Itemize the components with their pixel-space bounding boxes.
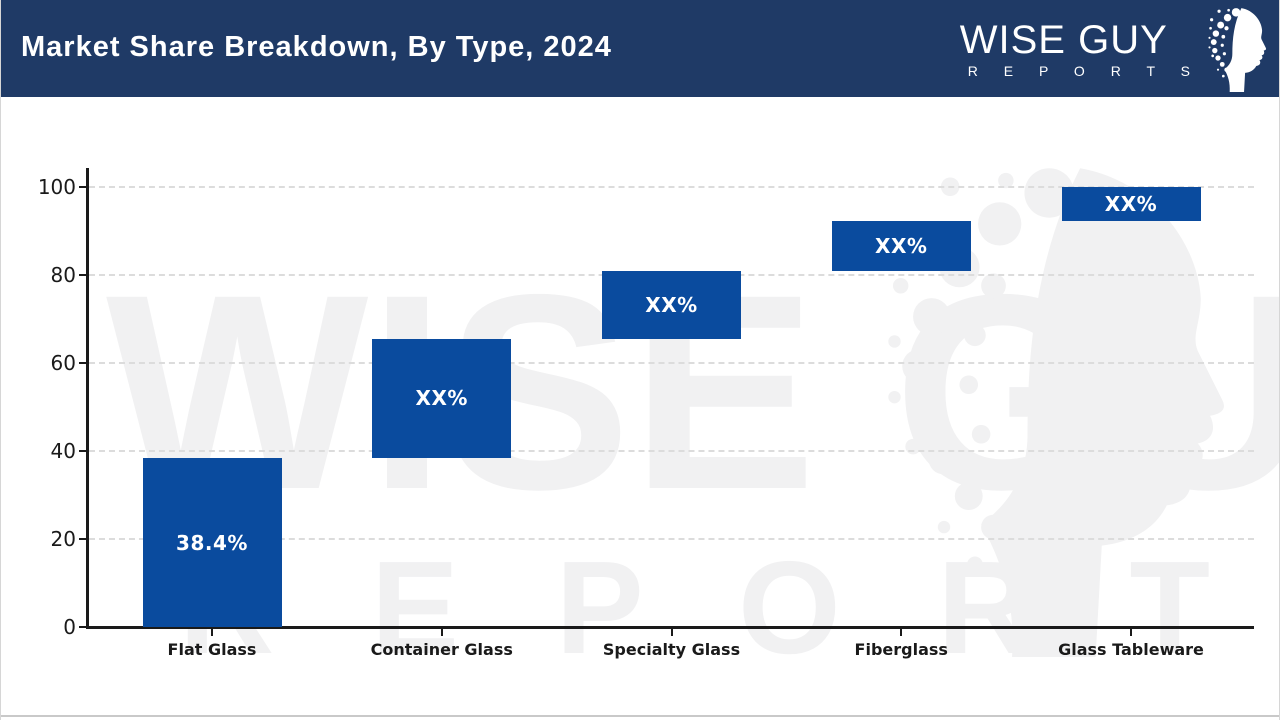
bar-container-glass: XX% [372, 338, 512, 459]
wise-guy-logo: WISE GUY R E P O R T S [960, 5, 1267, 93]
gridline-y20 [89, 538, 1254, 540]
y-tick-label: 0 [63, 615, 76, 639]
bar-fiberglass: XX% [831, 221, 971, 272]
gridline-y60 [89, 362, 1254, 364]
x-tick-mark [211, 628, 213, 636]
logo-wordmark: WISE GUY [959, 17, 1168, 62]
x-tick-mark [900, 628, 903, 636]
logo-text: WISE GUY R E P O R T S [960, 20, 1201, 79]
bar-glass-tableware: XX% [1061, 187, 1201, 222]
x-category-label: Flat Glass [167, 640, 257, 659]
y-tick-label: 20 [50, 527, 76, 551]
bar-flat-glass: 38.4% [142, 458, 282, 627]
bar-value-label: XX% [1104, 192, 1158, 217]
y-tick-label: 80 [50, 263, 76, 287]
bar-specialty-glass: XX% [602, 271, 741, 339]
y-tick-mark [79, 626, 87, 628]
y-tick-mark [79, 186, 87, 188]
bar-value-label: XX% [875, 234, 928, 259]
logo-subtitle: R E P O R T S [967, 62, 1201, 79]
y-tick-mark [79, 450, 87, 452]
header-bar: Market Share Breakdown, By Type, 2024 WI… [1, 0, 1279, 97]
bar-value-label: 38.4% [176, 530, 248, 555]
x-category-label: Glass Tableware [1058, 640, 1204, 659]
y-tick-mark [79, 538, 87, 540]
x-tick-mark [440, 628, 443, 636]
logo-head-icon [1208, 7, 1267, 92]
gridline-y100 [89, 186, 1254, 188]
y-tick-label: 60 [50, 351, 76, 375]
x-category-label: Container Glass [370, 640, 513, 659]
bottom-border-line [1, 715, 1279, 717]
y-tick-label: 100 [37, 175, 76, 199]
y-tick-mark [79, 274, 87, 276]
y-tick-mark [79, 362, 87, 364]
y-axis-line [86, 168, 89, 629]
x-axis-line [86, 626, 1254, 629]
x-tick-mark [670, 628, 673, 636]
x-category-label: Specialty Glass [602, 640, 741, 659]
x-tick-mark [1130, 628, 1132, 636]
page-title: Market Share Breakdown, By Type, 2024 [21, 30, 612, 63]
bar-value-label: XX% [415, 386, 468, 411]
gridline-y40 [89, 450, 1254, 452]
bar-value-label: XX% [645, 293, 698, 318]
y-tick-label: 40 [50, 439, 76, 463]
x-category-label: Fiberglass [854, 640, 948, 659]
